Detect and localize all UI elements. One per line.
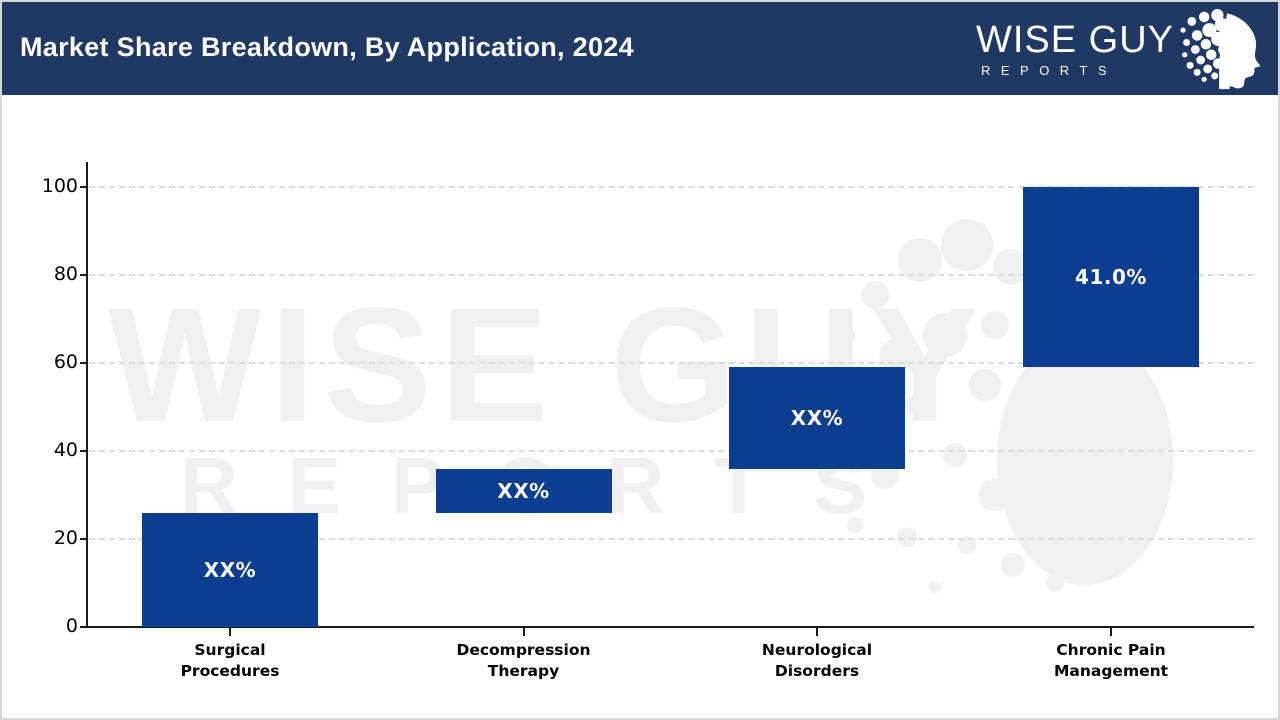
x-category-label: Neurological Disorders xyxy=(761,641,873,680)
y-tick xyxy=(80,186,87,188)
x-tick xyxy=(816,628,818,636)
gridline xyxy=(89,362,1254,364)
y-tick-label: 80 xyxy=(53,263,78,285)
y-axis-line xyxy=(86,162,88,628)
x-tick xyxy=(229,628,231,636)
y-tick xyxy=(80,274,87,276)
y-tick xyxy=(80,450,87,452)
x-category-label: Chronic Pain Management xyxy=(1053,641,1169,680)
bar-chronic-pain-management: 41.0% xyxy=(1023,187,1199,368)
y-tick-label: 20 xyxy=(53,527,78,549)
gridline xyxy=(89,538,1254,540)
brand-logo-text: WISE GUY REPORTS xyxy=(976,21,1174,78)
y-tick-label: 0 xyxy=(65,615,78,637)
y-tick xyxy=(80,362,87,364)
gridline xyxy=(89,274,1254,276)
y-tick xyxy=(80,538,87,540)
x-axis-line xyxy=(86,626,1254,628)
bar-value-label: 41.0% xyxy=(1075,265,1147,290)
brand-head-icon xyxy=(1180,9,1261,90)
y-tick xyxy=(80,626,87,628)
bar-surgical-procedures: XX% xyxy=(142,512,318,627)
gridline xyxy=(89,450,1254,452)
y-tick-label: 60 xyxy=(53,351,78,373)
x-tick xyxy=(522,628,525,636)
brand-name: WISE GUY xyxy=(975,19,1174,61)
gridline xyxy=(89,186,1254,188)
x-category-label: Decompression Therapy xyxy=(456,641,591,680)
bar-value-label: XX% xyxy=(203,557,257,582)
bar-decompression-therapy: XX% xyxy=(435,468,612,513)
bar-value-label: XX% xyxy=(790,405,844,430)
y-tick-label: 100 xyxy=(41,175,78,197)
brand-logo: WISE GUY REPORTS xyxy=(976,9,1264,90)
y-tick-label: 40 xyxy=(53,439,78,461)
x-tick xyxy=(1110,628,1112,636)
bar-neurological-disorders: XX% xyxy=(729,367,905,469)
brand-subtitle: REPORTS xyxy=(980,63,1118,78)
header: Market Share Breakdown, By Application, … xyxy=(0,0,1280,95)
page-title: Market Share Breakdown, By Application, … xyxy=(20,32,634,62)
bar-value-label: XX% xyxy=(497,478,550,503)
x-category-label: Surgical Procedures xyxy=(180,641,280,680)
